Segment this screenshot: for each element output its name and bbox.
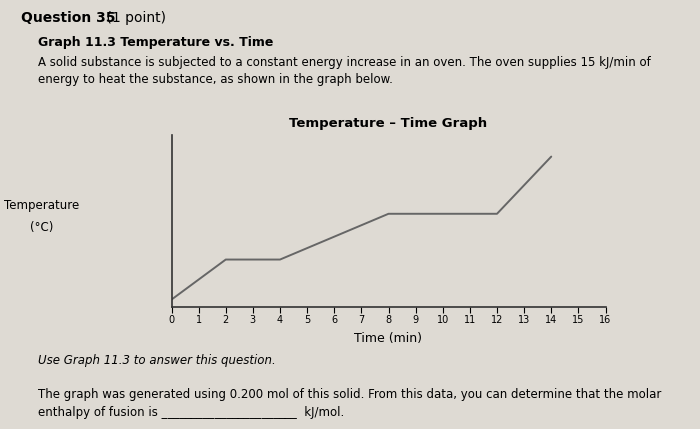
Text: (°C): (°C) [30, 221, 54, 234]
X-axis label: Time (min): Time (min) [354, 332, 423, 345]
Text: A solid substance is subjected to a constant energy increase in an oven. The ove: A solid substance is subjected to a cons… [38, 56, 651, 86]
Text: Graph 11.3 Temperature vs. Time: Graph 11.3 Temperature vs. Time [38, 36, 274, 49]
Text: Question 35: Question 35 [21, 11, 116, 25]
Text: The graph was generated using 0.200 mol of this solid. From this data, you can d: The graph was generated using 0.200 mol … [38, 388, 662, 419]
Text: Use Graph 11.3 to answer this question.: Use Graph 11.3 to answer this question. [38, 354, 276, 367]
Text: Temperature: Temperature [4, 199, 80, 212]
Title: Temperature – Time Graph: Temperature – Time Graph [289, 117, 488, 130]
Text: (1 point): (1 point) [102, 11, 165, 25]
